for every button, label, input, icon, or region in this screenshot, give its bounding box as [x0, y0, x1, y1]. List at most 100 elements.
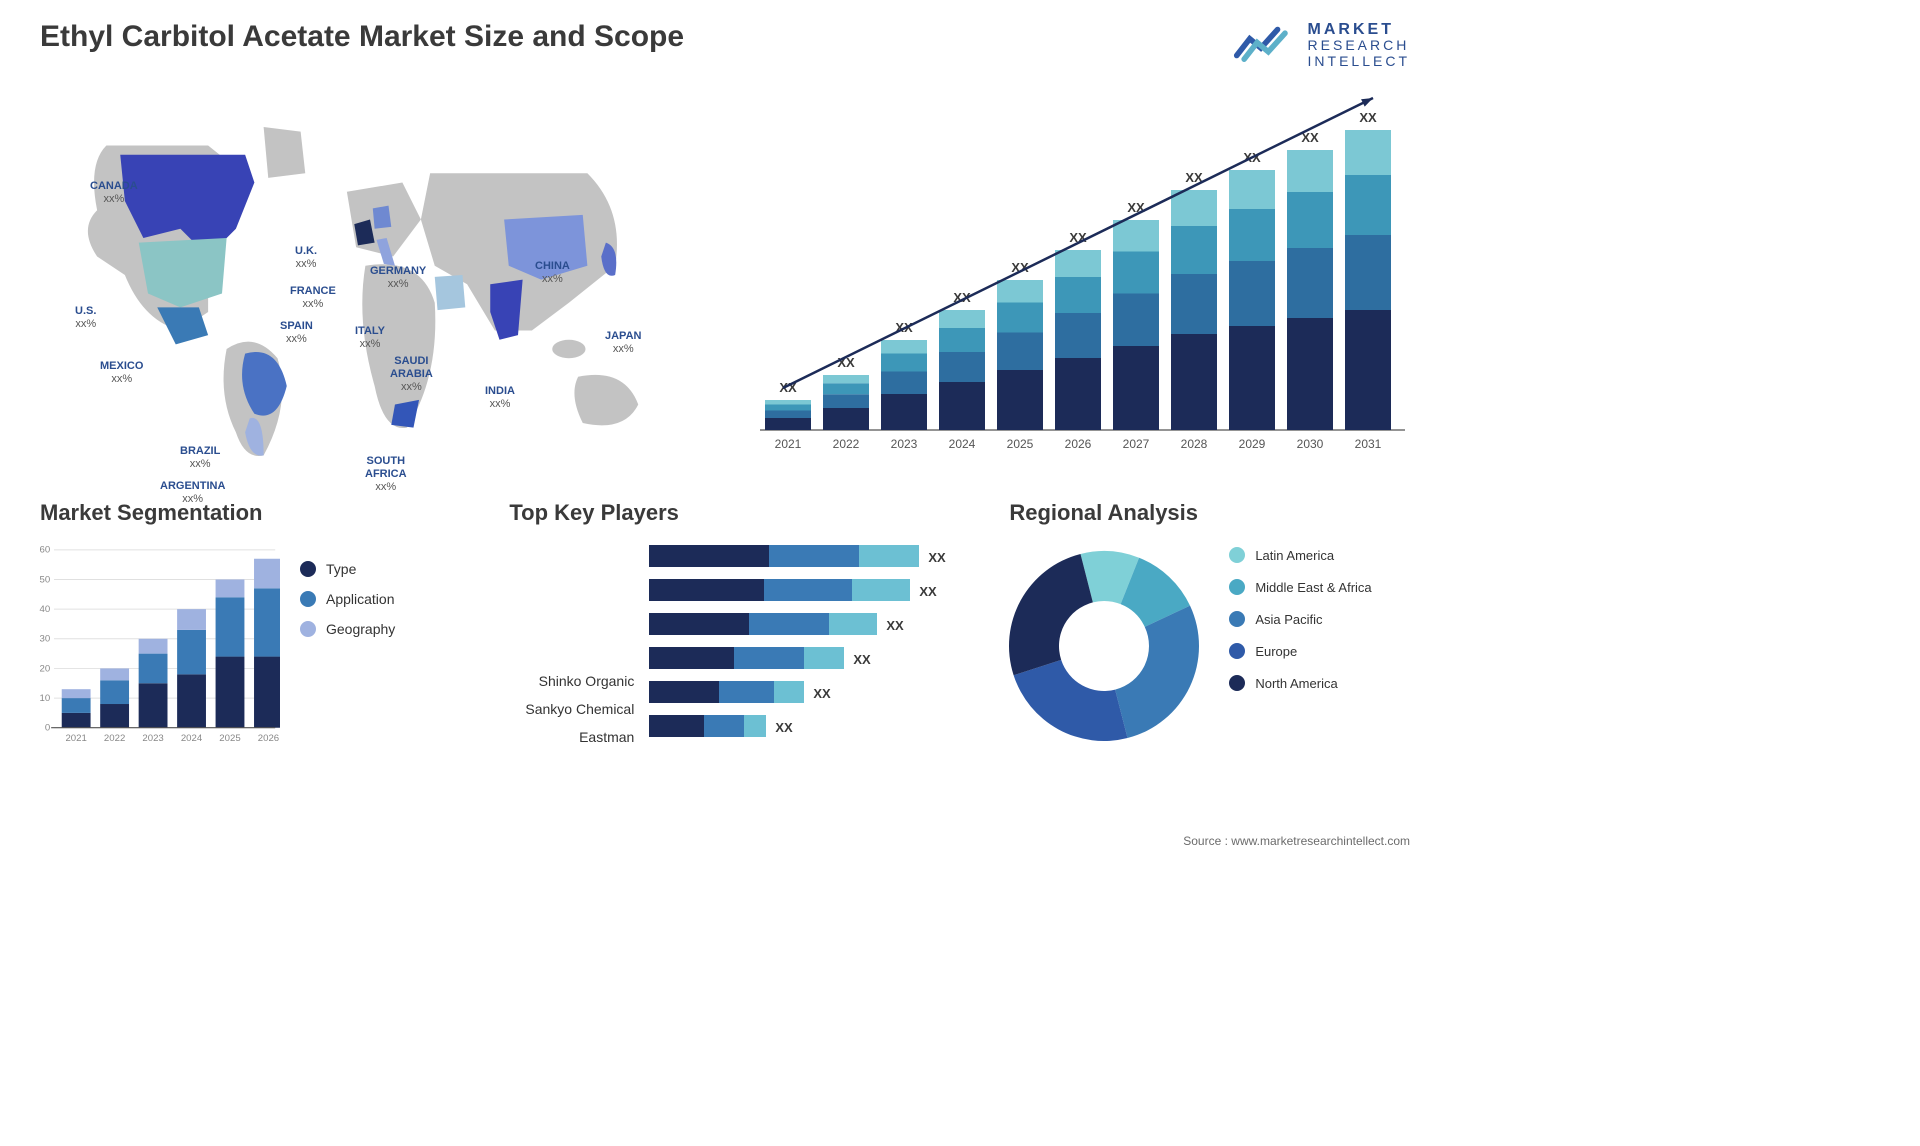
- map-label-japan: JAPANxx%: [605, 330, 641, 356]
- map-country-name: BRAZIL: [180, 445, 220, 458]
- svg-text:XX: XX: [887, 618, 905, 633]
- map-country-name: AFRICA: [365, 468, 407, 481]
- legend-item: North America: [1229, 675, 1371, 691]
- svg-text:XX: XX: [920, 584, 938, 599]
- map-country-pct: xx%: [295, 258, 317, 271]
- legend-label: North America: [1255, 676, 1337, 691]
- svg-text:0: 0: [45, 723, 50, 734]
- map-label-saudi-arabia: SAUDIARABIAxx%: [390, 355, 433, 395]
- region-germany: [373, 206, 392, 229]
- legend-swatch-icon: [1229, 579, 1245, 595]
- svg-text:2025: 2025: [219, 733, 240, 744]
- svg-text:2021: 2021: [65, 733, 86, 744]
- legend-swatch-icon: [300, 591, 316, 607]
- map-country-name: MEXICO: [100, 360, 143, 373]
- regional-legend: Latin America Middle East & Africa Asia Pa…: [1229, 541, 1371, 751]
- regional-donut-chart: [999, 541, 1209, 751]
- map-country-pct: xx%: [90, 193, 138, 206]
- svg-text:2024: 2024: [949, 437, 976, 451]
- svg-text:2030: 2030: [1297, 437, 1324, 451]
- growth-chart-panel: XX2021XX2022XX2023XX2024XX2025XX2026XX20…: [750, 90, 1410, 470]
- map-label-france: FRANCExx%: [290, 285, 336, 311]
- svg-text:2023: 2023: [891, 437, 918, 451]
- map-country-pct: xx%: [355, 338, 385, 351]
- svg-text:50: 50: [39, 574, 50, 585]
- svg-text:2029: 2029: [1239, 437, 1266, 451]
- svg-text:30: 30: [39, 634, 50, 645]
- map-country-name: SOUTH: [365, 455, 407, 468]
- region-mexico: [157, 307, 208, 344]
- svg-text:XX: XX: [854, 652, 872, 667]
- map-country-name: SAUDI: [390, 355, 433, 368]
- legend-label: Middle East & Africa: [1255, 580, 1371, 595]
- svg-text:2021: 2021: [775, 437, 802, 451]
- map-label-u-s-: U.S.xx%: [75, 305, 96, 331]
- brand-logo: MARKET RESEARCH INTELLECT: [1233, 20, 1410, 70]
- legend-swatch-icon: [1229, 547, 1245, 563]
- legend-item: Latin America: [1229, 547, 1371, 563]
- svg-text:2022: 2022: [833, 437, 860, 451]
- logo-word-1: MARKET: [1308, 21, 1410, 39]
- svg-text:2028: 2028: [1181, 437, 1208, 451]
- map-country-pct: xx%: [370, 278, 426, 291]
- legend-item: Europe: [1229, 643, 1371, 659]
- legend-item: Asia Pacific: [1229, 611, 1371, 627]
- map-country-pct: xx%: [280, 333, 313, 346]
- map-country-name: ARGENTINA: [160, 480, 225, 493]
- logo-word-2: RESEARCH: [1308, 38, 1410, 53]
- player-label: Shinko Organic: [499, 673, 634, 689]
- player-label: Eastman: [499, 729, 634, 745]
- segmentation-title: Market Segmentation: [30, 500, 469, 526]
- map-country-pct: xx%: [100, 373, 143, 386]
- map-country-name: JAPAN: [605, 330, 641, 343]
- map-country-pct: xx%: [290, 298, 336, 311]
- map-country-name: GERMANY: [370, 265, 426, 278]
- svg-text:2026: 2026: [1065, 437, 1092, 451]
- map-label-india: INDIAxx%: [485, 385, 515, 411]
- svg-text:20: 20: [39, 663, 50, 674]
- svg-text:40: 40: [39, 604, 50, 615]
- segmentation-legend: TypeApplicationGeography: [300, 541, 395, 751]
- map-country-pct: xx%: [485, 398, 515, 411]
- map-country-pct: xx%: [535, 273, 570, 286]
- legend-label: Asia Pacific: [1255, 612, 1322, 627]
- svg-text:2024: 2024: [181, 733, 203, 744]
- region-india: [490, 280, 522, 340]
- svg-text:2026: 2026: [258, 733, 279, 744]
- map-country-name: SPAIN: [280, 320, 313, 333]
- map-country-name: CHINA: [535, 260, 570, 273]
- logo-text: MARKET RESEARCH INTELLECT: [1308, 21, 1410, 69]
- regional-title: Regional Analysis: [999, 500, 1410, 526]
- map-country-name: ARABIA: [390, 368, 433, 381]
- svg-text:XX: XX: [776, 720, 794, 735]
- legend-item: Middle East & Africa: [1229, 579, 1371, 595]
- legend-item: Type: [300, 561, 395, 577]
- map-label-south-africa: SOUTHAFRICAxx%: [365, 455, 407, 495]
- player-label: Sankyo Chemical: [499, 701, 634, 717]
- legend-label: Latin America: [1255, 548, 1334, 563]
- map-country-pct: xx%: [75, 318, 96, 331]
- map-country-name: U.S.: [75, 305, 96, 318]
- key-players-chart: XXXXXXXXXXXX: [649, 541, 969, 751]
- map-label-china: CHINAxx%: [535, 260, 570, 286]
- svg-text:2025: 2025: [1007, 437, 1034, 451]
- legend-swatch-icon: [300, 561, 316, 577]
- svg-text:2022: 2022: [104, 733, 125, 744]
- legend-item: Application: [300, 591, 395, 607]
- map-country-name: FRANCE: [290, 285, 336, 298]
- legend-swatch-icon: [1229, 611, 1245, 627]
- map-country-pct: xx%: [160, 493, 225, 506]
- key-players-labels: Shinko Organic Sankyo Chemical Eastman: [499, 541, 634, 751]
- map-label-germany: GERMANYxx%: [370, 265, 426, 291]
- map-label-brazil: BRAZILxx%: [180, 445, 220, 471]
- map-country-name: U.K.: [295, 245, 317, 258]
- svg-text:2027: 2027: [1123, 437, 1150, 451]
- map-label-spain: SPAINxx%: [280, 320, 313, 346]
- legend-label: Europe: [1255, 644, 1297, 659]
- legend-swatch-icon: [300, 621, 316, 637]
- map-country-name: CANADA: [90, 180, 138, 193]
- map-country-pct: xx%: [365, 481, 407, 494]
- map-label-u-k-: U.K.xx%: [295, 245, 317, 271]
- growth-chart: XX2021XX2022XX2023XX2024XX2025XX2026XX20…: [750, 90, 1410, 470]
- header: Ethyl Carbitol Acetate Market Size and S…: [30, 20, 1410, 70]
